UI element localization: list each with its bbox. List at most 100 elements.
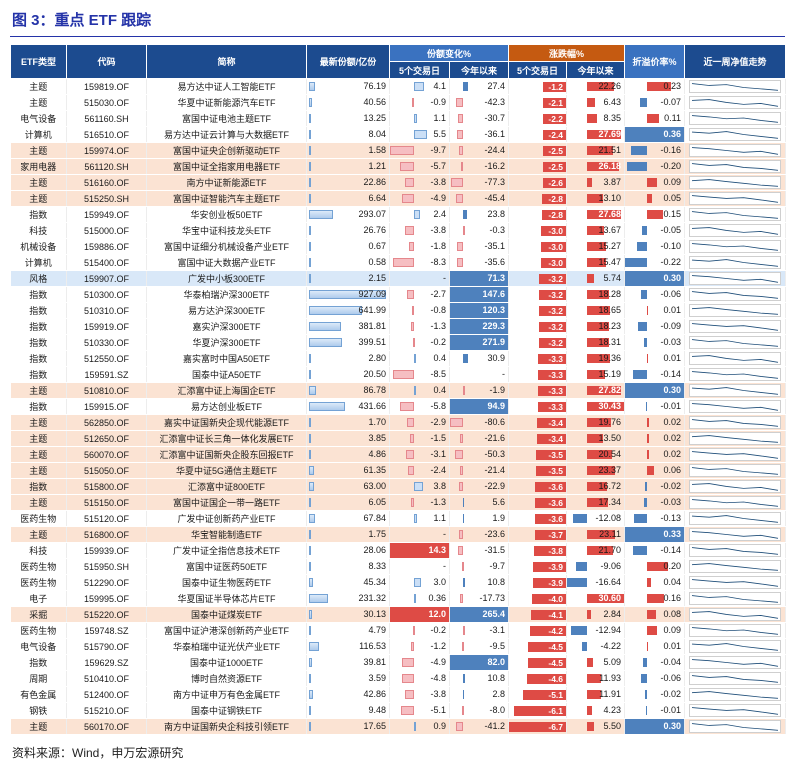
shares-bar <box>309 482 315 491</box>
cell-trend <box>684 174 787 191</box>
cell-share-change-5d: -5.1 <box>389 702 450 719</box>
source-note: 资料来源：Wind，申万宏源研究 <box>12 746 184 760</box>
share-change-5d-bar <box>411 306 414 315</box>
cell-etf-type: 电子 <box>10 590 67 607</box>
premium-bar <box>645 690 648 699</box>
price-change-5d-bar: -4.5 <box>527 641 566 652</box>
share-change-ytd-bar <box>463 578 466 587</box>
cell-etf-type: 指数 <box>10 478 67 495</box>
cell-price-change-5d: -3.9 <box>508 574 568 591</box>
share-change-ytd-value: -16.2 <box>484 161 506 171</box>
premium-bar <box>647 418 650 427</box>
cell-share-change-ytd: 10.8 <box>449 670 510 687</box>
premium-value: -0.05 <box>660 225 682 235</box>
share-change-ytd-value: -41.2 <box>484 721 506 731</box>
sparkline <box>689 384 782 397</box>
price-change-5d-bar: -4.6 <box>526 673 566 684</box>
cell-price-change-ytd: -4.22 <box>566 638 626 655</box>
sparkline-path <box>691 323 779 331</box>
cell-code: 515800.OF <box>66 478 147 495</box>
cell-share-change-5d: -1.5 <box>389 430 450 447</box>
sparkline <box>689 560 782 573</box>
cell-trend <box>684 206 787 223</box>
premium-value: -0.06 <box>660 673 682 683</box>
sparkline-path <box>691 99 779 107</box>
cell-name: 广发中证全指信息技术ETF <box>146 542 307 559</box>
cell-code: 159974.OF <box>66 142 147 159</box>
price-change-5d-bar: -5.1 <box>522 689 566 700</box>
cell-share-change-5d: -5.8 <box>389 398 450 415</box>
cell-premium: 0.02 <box>624 414 686 431</box>
shares-bar <box>309 82 316 91</box>
cell-premium: -0.05 <box>624 222 686 239</box>
cell-trend <box>684 702 787 719</box>
cell-trend <box>684 430 787 447</box>
premium-value: -0.10 <box>660 241 682 251</box>
cell-etf-type: 主题 <box>10 446 67 463</box>
shares-value: 6.05 <box>368 497 386 507</box>
price-change-ytd-value: 26.18 <box>598 161 622 171</box>
premium-value: -0.14 <box>660 545 682 555</box>
share-change-5d-value: 12.0 <box>428 609 446 619</box>
price-change-5d-bar: -4.1 <box>531 609 566 620</box>
share-change-5d-bar <box>401 658 414 667</box>
price-change-ytd-value: 23.37 <box>598 465 622 475</box>
premium-bar <box>634 514 648 523</box>
sparkline <box>689 592 782 605</box>
share-change-ytd-value: 71.3 <box>487 273 506 283</box>
cell-trend <box>684 78 787 95</box>
cell-latest-shares: 6.05 <box>306 494 390 511</box>
cell-share-change-ytd: -16.2 <box>449 158 510 175</box>
cell-name: 广发中小板300ETF <box>146 270 307 287</box>
table-row: 医药生物 515120.OF 广发中证创新药产业ETF 67.84 1.1 1.… <box>10 510 787 527</box>
cell-share-change-ytd: -77.3 <box>449 174 510 191</box>
cell-name: 易方达中证云计算与大数据ETF <box>146 126 307 143</box>
share-change-ytd-bar <box>457 242 464 251</box>
table-row: 医药生物 159748.SZ 富国中证沪港深创新药产业ETF 4.79 -0.2… <box>10 622 787 639</box>
shares-bar <box>309 370 311 379</box>
shares-value: 67.84 <box>363 513 386 523</box>
price-change-ytd-value: 22.26 <box>598 81 622 91</box>
sparkline <box>689 544 782 557</box>
cell-premium: 0.09 <box>624 174 686 191</box>
cell-price-change-5d: -2.8 <box>508 206 568 223</box>
cell-share-change-ytd: 82.0 <box>449 654 510 671</box>
cell-name: 汇添富中证800ETF <box>146 478 307 495</box>
cell-latest-shares: 42.86 <box>306 686 390 703</box>
price-change-5d-bar: -3.3 <box>537 353 566 364</box>
cell-price-change-ytd: 17.34 <box>566 494 626 511</box>
cell-name: 易方达沪深300ETF <box>146 302 307 319</box>
cell-share-change-5d: -3.8 <box>389 174 450 191</box>
shares-value: 231.32 <box>358 593 386 603</box>
premium-bar <box>647 450 650 459</box>
shares-bar <box>309 450 311 459</box>
shares-bar <box>309 514 315 523</box>
price-change-5d-bar: -3.3 <box>537 401 566 412</box>
shares-value: 63.00 <box>363 481 386 491</box>
table-row: 主题 159974.OF 富国中证央企创新驱动ETF 1.58 -9.7 -24… <box>10 142 787 159</box>
cell-price-change-5d: -3.6 <box>508 510 568 527</box>
cell-price-change-5d: -1.2 <box>508 78 568 95</box>
share-change-5d-bar <box>413 130 428 139</box>
cell-etf-type: 指数 <box>10 206 67 223</box>
share-change-5d-bar <box>413 722 417 731</box>
cell-latest-shares: 381.81 <box>306 318 390 335</box>
price-change-ytd-value: 4.23 <box>603 705 622 715</box>
sparkline <box>689 576 782 589</box>
shares-bar <box>309 642 319 651</box>
cell-premium: 0.01 <box>624 302 686 319</box>
price-change-ytd-bar <box>587 594 624 603</box>
cell-name: 广发中证创新药产业ETF <box>146 510 307 527</box>
etf-table-body: 主题 159819.OF 易方达中证人工智能ETF 76.19 4.1 27.4… <box>10 78 787 735</box>
cell-etf-type: 钢铁 <box>10 702 67 719</box>
cell-price-change-5d: -3.4 <box>508 414 568 431</box>
shares-value: 293.07 <box>358 209 386 219</box>
cell-trend <box>684 670 787 687</box>
sparkline <box>689 528 782 541</box>
cell-latest-shares: 67.84 <box>306 510 390 527</box>
cell-share-change-5d: -3.8 <box>389 222 450 239</box>
sparkline <box>689 416 782 429</box>
cell-etf-type: 机械设备 <box>10 238 67 255</box>
cell-price-change-ytd: 18.31 <box>566 334 626 351</box>
